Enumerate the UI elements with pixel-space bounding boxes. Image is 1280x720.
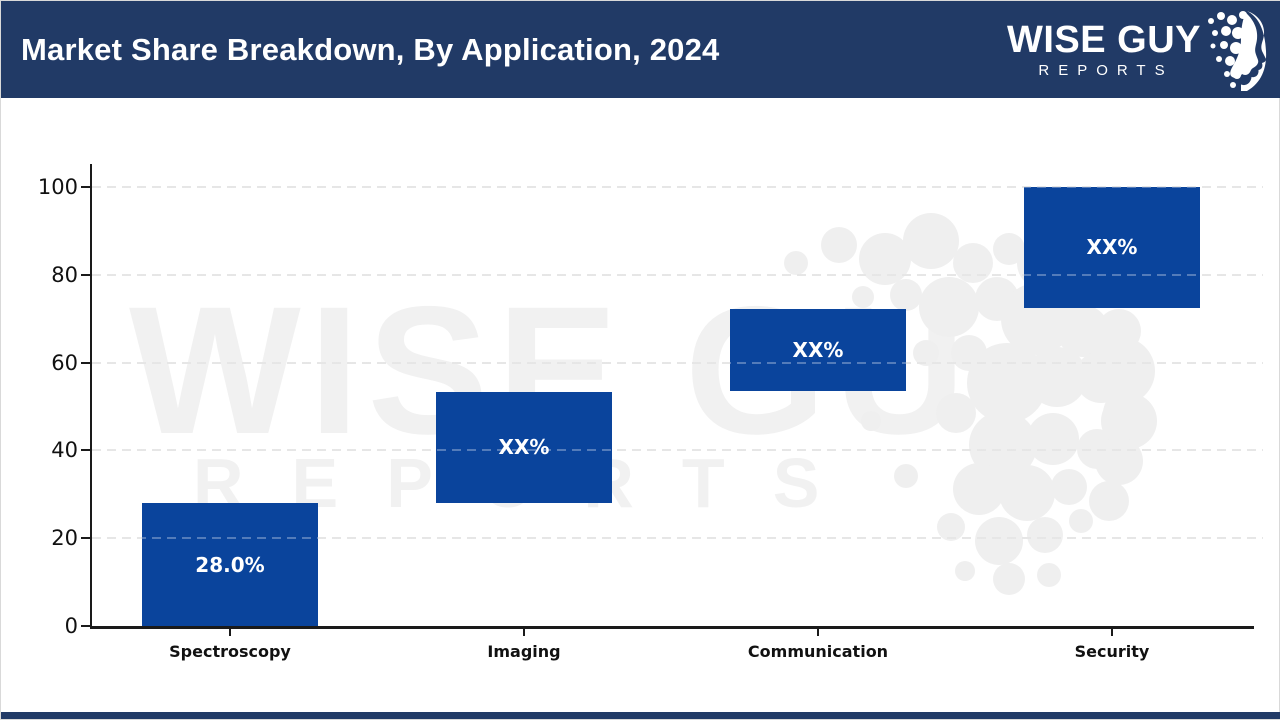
x-category-label-communication: Communication <box>747 642 889 661</box>
y-tick-40 <box>81 449 90 452</box>
x-tick-spectroscopy <box>229 628 231 636</box>
y-tick-label-0: 0 <box>64 614 78 638</box>
wise-guy-logo: WISE GUY REPORTS <box>1007 9 1280 91</box>
y-tick-label-100: 100 <box>37 175 78 199</box>
gridline-overlay-60 <box>92 361 1263 364</box>
x-category-label-security: Security <box>1074 642 1150 661</box>
logo-text: WISE GUY REPORTS <box>1007 21 1201 78</box>
gridline-20 <box>92 537 1263 540</box>
x-category-label-spectroscopy: Spectroscopy <box>169 642 291 661</box>
gridline-overlay-80 <box>92 273 1263 276</box>
y-tick-label-60: 60 <box>51 350 78 375</box>
footer-bar <box>1 712 1280 719</box>
gridline-overlay-100 <box>92 186 1263 188</box>
y-tick-label-40: 40 <box>51 438 78 463</box>
bar-value-label-security: XX% <box>1086 235 1138 260</box>
bar-imaging <box>436 391 612 504</box>
logo-wordmark: WISE GUY <box>1006 19 1201 61</box>
x-category-label-imaging: Imaging <box>487 642 561 661</box>
gridline-60 <box>92 361 1263 364</box>
y-tick-100 <box>81 186 90 188</box>
logo-face-icon <box>1208 10 1267 91</box>
y-axis-line <box>90 164 92 628</box>
x-tick-communication <box>817 628 819 636</box>
bar-value-label-spectroscopy: 28.0% <box>195 552 265 577</box>
y-tick-0 <box>81 625 90 627</box>
chart-plot-area: WISE GU REPORTS 02040608010028.0%XX%XX%X… <box>1 98 1280 714</box>
y-tick-20 <box>81 537 90 540</box>
gridline-overlay-20 <box>92 537 1263 540</box>
x-tick-imaging <box>523 628 525 636</box>
bar-value-label-imaging: XX% <box>498 435 550 460</box>
y-tick-60 <box>81 361 90 364</box>
bar-communication <box>730 308 906 392</box>
x-axis-line <box>90 626 1254 629</box>
y-tick-label-80: 80 <box>51 262 78 287</box>
logo-subtitle: REPORTS <box>1038 62 1174 79</box>
bar-value-label-communication: XX% <box>792 337 844 362</box>
bar-spectroscopy <box>142 503 318 626</box>
x-tick-security <box>1111 628 1113 636</box>
header-bar: Market Share Breakdown, By Application, … <box>1 1 1280 98</box>
y-tick-label-20: 20 <box>51 526 78 551</box>
gridline-overlay-40 <box>92 449 1263 452</box>
y-tick-80 <box>81 273 90 276</box>
gridline-80 <box>92 273 1263 276</box>
gridline-40 <box>92 449 1263 452</box>
chart-title: Market Share Breakdown, By Application, … <box>21 31 720 67</box>
gridline-100 <box>92 186 1263 188</box>
